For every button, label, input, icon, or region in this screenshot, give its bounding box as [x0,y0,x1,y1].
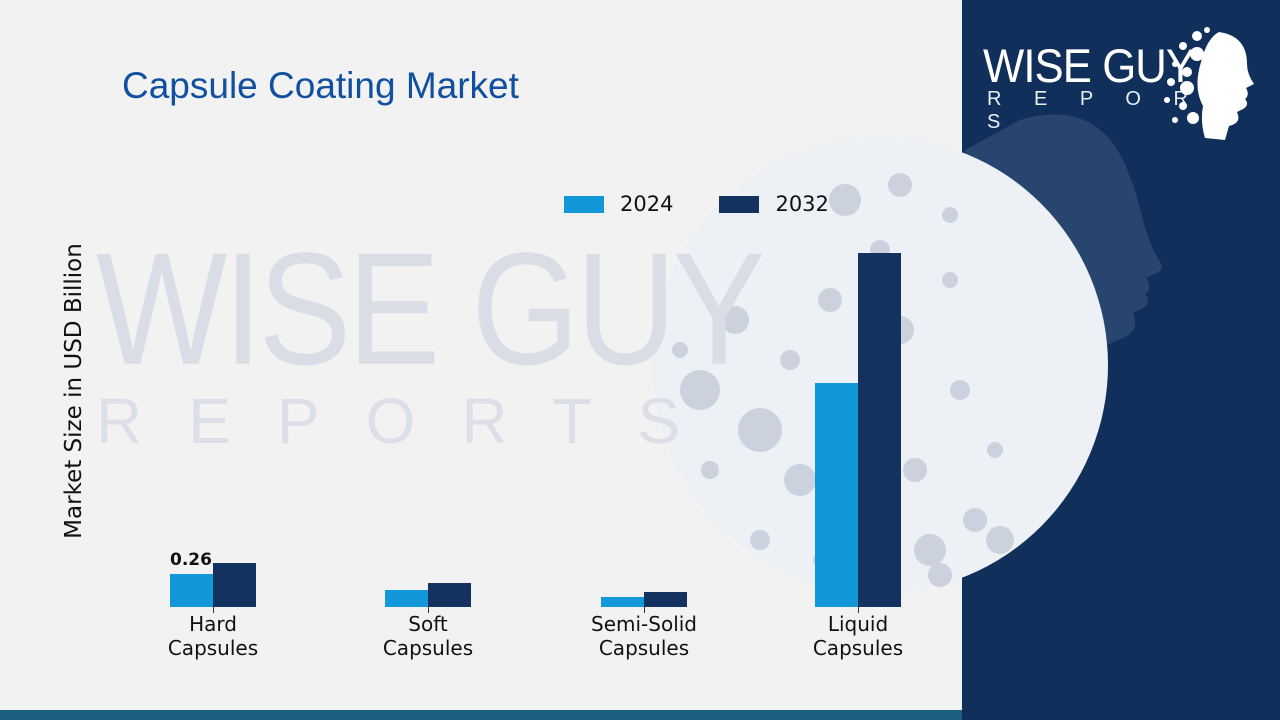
legend-label-2024: 2024 [620,192,674,216]
legend-swatch-2032 [719,195,760,213]
category-label-soft-capsules: Soft Capsules [382,612,474,660]
bar-value-label: 0.26 [170,550,212,570]
bar-2024-soft-capsules [385,590,428,607]
bar-2024-semi-solid-capsules [601,597,644,607]
logo-face-icon [1164,27,1254,140]
category-label-semi-solid-capsules: Semi-Solid Capsules [591,612,697,660]
legend-item-2032: 2032 [719,192,829,216]
bottom-accent-bar [0,710,962,720]
bar-2032-semi-solid-capsules [644,592,687,607]
x-axis-tick [428,607,429,613]
logo-wiseguy-text: WISE GUY [983,39,1195,92]
legend: 2024 2032 [564,192,829,216]
bar-2032-liquid-capsules [858,253,901,607]
y-axis-label: Market Size in USD Billion [61,243,87,539]
category-label-liquid-capsules: Liquid Capsules [812,612,904,660]
bar-2024-hard-capsules [170,574,213,607]
x-axis-tick [858,607,859,613]
legend-swatch-2024 [564,195,604,213]
bar-2032-soft-capsules [428,583,471,607]
category-label-hard-capsules: Hard Capsules [167,612,259,660]
bar-2024-liquid-capsules [815,383,858,607]
x-axis-tick [644,607,645,613]
legend-item-2024: 2024 [564,192,673,216]
logo-reports-text: R E P O R T S [987,88,1246,133]
bar-2032-hard-capsules [213,563,256,607]
x-axis-tick [213,607,214,613]
legend-label-2032: 2032 [775,192,829,216]
chart-title: Capsule Coating Market [122,64,519,106]
wise-guy-reports-logo: WISE GUY R E P O R T S [975,27,1265,140]
